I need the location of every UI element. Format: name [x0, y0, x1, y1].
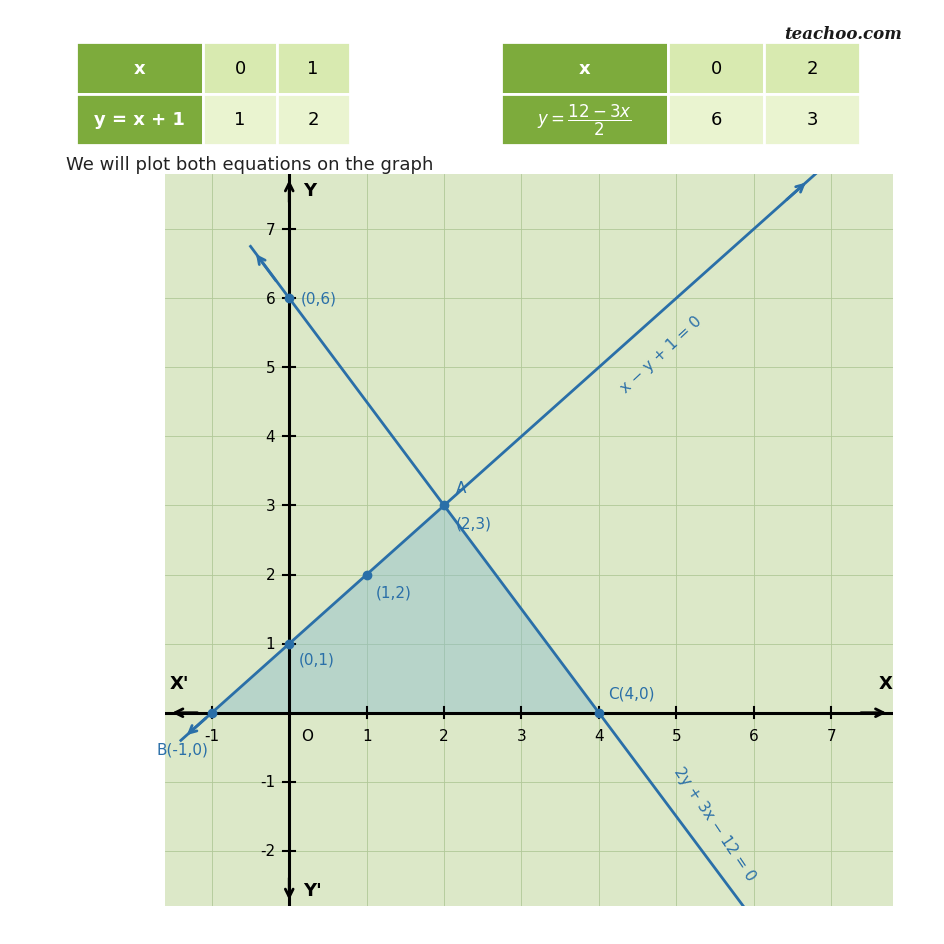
Bar [277, 42, 349, 94]
Text: 0: 0 [710, 59, 721, 77]
Bar [76, 42, 203, 94]
Text: Y': Y' [303, 882, 322, 900]
Text: (2,3): (2,3) [455, 516, 491, 531]
Text: 2y + 3x − 12 = 0: 2y + 3x − 12 = 0 [670, 764, 758, 883]
Text: 2: 2 [805, 59, 817, 77]
Text: 7: 7 [265, 223, 275, 237]
Text: 5: 5 [671, 728, 681, 743]
Text: 4: 4 [265, 430, 275, 445]
Bar [203, 94, 277, 146]
Bar [667, 42, 764, 94]
Text: 2: 2 [307, 111, 318, 129]
Text: 3: 3 [805, 111, 817, 129]
Polygon shape [211, 506, 598, 713]
Text: We will plot both equations on the graph: We will plot both equations on the graph [66, 156, 433, 174]
Text: -2: -2 [260, 844, 275, 858]
Bar [500, 94, 667, 146]
Text: teachoo.com: teachoo.com [784, 26, 902, 43]
Text: A: A [455, 480, 465, 496]
Bar [277, 94, 349, 146]
Text: X: X [877, 674, 891, 692]
Text: (0,6): (0,6) [300, 292, 336, 307]
Text: x: x [579, 59, 590, 77]
Bar [76, 94, 203, 146]
Text: 1: 1 [362, 728, 371, 743]
Bar [764, 42, 859, 94]
Bar [203, 42, 277, 94]
Text: Y: Y [303, 181, 316, 199]
Text: B(-1,0): B(-1,0) [156, 742, 208, 757]
Text: X': X' [169, 674, 189, 692]
Text: y = x + 1: y = x + 1 [94, 111, 185, 129]
Text: 2: 2 [439, 728, 448, 743]
Text: 4: 4 [594, 728, 603, 743]
Bar [500, 42, 667, 94]
Text: x: x [134, 59, 145, 77]
Text: (1,2): (1,2) [376, 585, 412, 600]
Text: 6: 6 [265, 292, 275, 307]
Text: 2: 2 [265, 567, 275, 582]
Bar [667, 94, 764, 146]
Text: (0,1): (0,1) [298, 652, 334, 667]
Text: 1: 1 [307, 59, 318, 77]
Text: -1: -1 [204, 728, 219, 743]
Bar [764, 94, 859, 146]
Text: 5: 5 [265, 361, 275, 376]
Text: 7: 7 [825, 728, 835, 743]
Text: -1: -1 [260, 774, 275, 789]
Text: $y=\dfrac{12-3x}{2}$: $y=\dfrac{12-3x}{2}$ [537, 103, 632, 138]
Text: 6: 6 [748, 728, 758, 743]
Text: C(4,0): C(4,0) [608, 685, 654, 700]
Text: 0: 0 [234, 59, 245, 77]
Text: 1: 1 [265, 636, 275, 651]
Text: 6: 6 [710, 111, 721, 129]
Text: 3: 3 [516, 728, 526, 743]
Text: x − y + 1 = 0: x − y + 1 = 0 [616, 312, 703, 396]
Text: 1: 1 [234, 111, 245, 129]
Text: O: O [300, 728, 312, 743]
Text: 3: 3 [265, 498, 275, 514]
